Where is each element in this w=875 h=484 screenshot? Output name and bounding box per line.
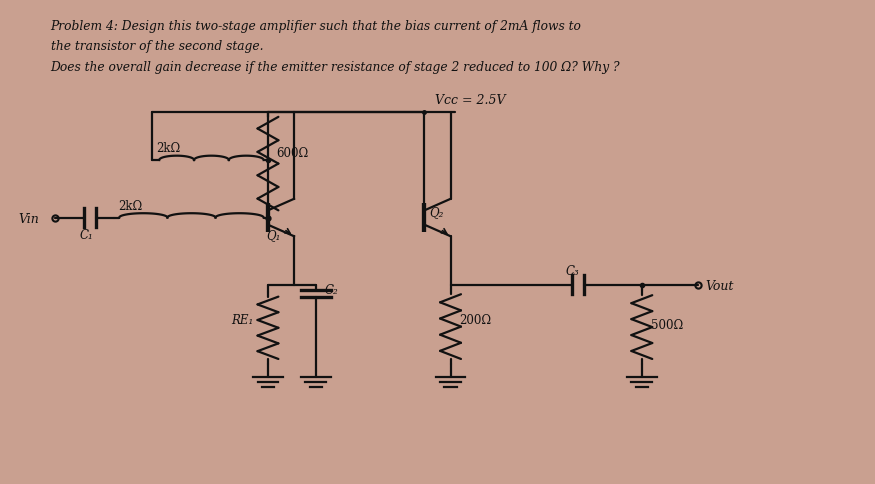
Text: the transistor of the second stage.: the transistor of the second stage. [51,40,263,53]
Text: C₂: C₂ [325,284,339,297]
Text: 2kΩ: 2kΩ [118,199,143,212]
Text: Q₂: Q₂ [429,206,443,219]
Text: RE₁: RE₁ [232,313,254,326]
Text: C₃: C₃ [565,265,579,277]
Text: 2kΩ: 2kΩ [157,142,181,155]
Text: Q₁: Q₁ [266,228,281,241]
Text: C₁: C₁ [80,228,93,241]
Text: 500Ω: 500Ω [650,318,682,331]
Text: Vin: Vin [18,213,39,226]
Text: 600Ω: 600Ω [276,147,309,160]
Text: 200Ω: 200Ω [459,313,492,326]
Text: Does the overall gain decrease if the emitter resistance of stage 2 reduced to 1: Does the overall gain decrease if the em… [51,61,620,74]
Text: Vcc = 2.5V: Vcc = 2.5V [435,94,506,107]
Text: Vout: Vout [705,280,733,293]
Text: Problem 4: Design this two-stage amplifier such that the bias current of 2mA flo: Problem 4: Design this two-stage amplifi… [51,19,582,32]
